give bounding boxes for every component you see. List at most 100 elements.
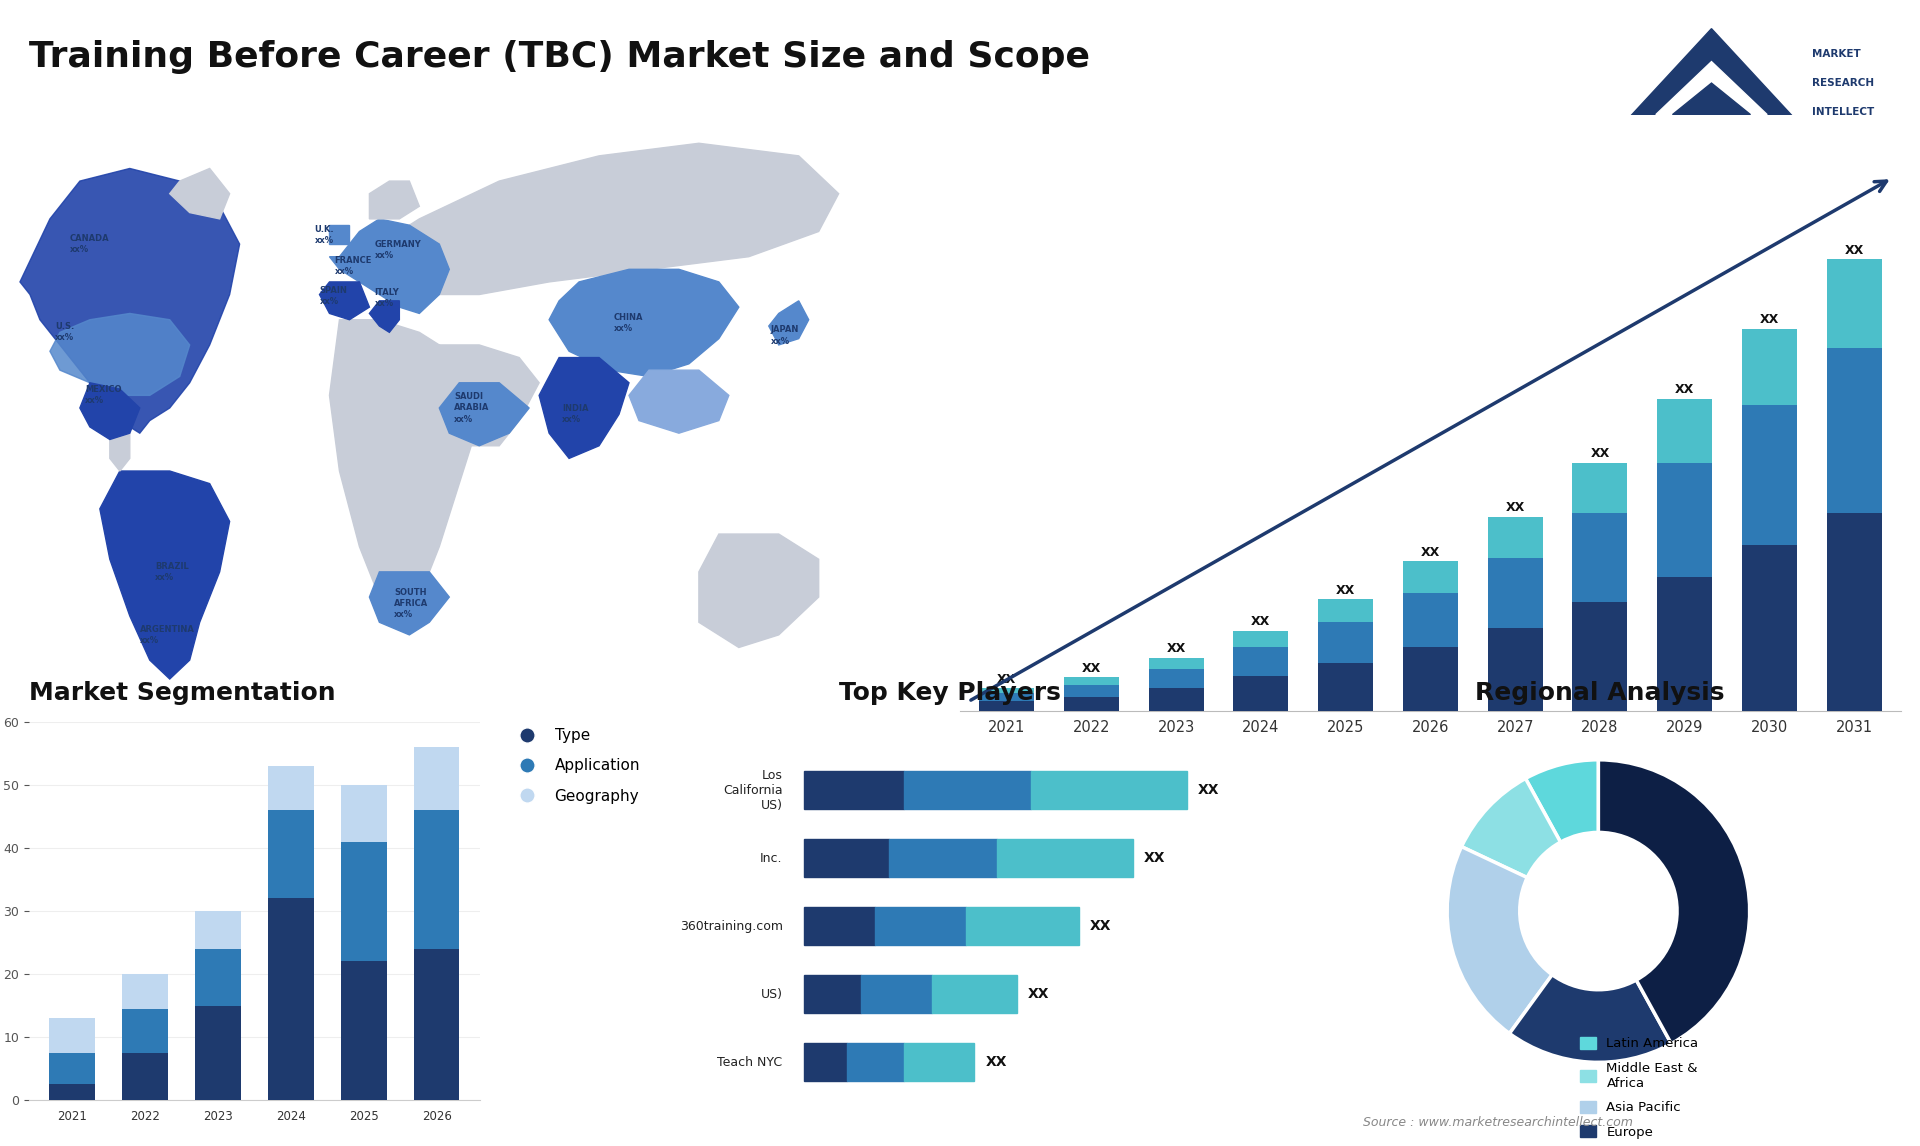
- Text: XX: XX: [1505, 501, 1524, 515]
- Polygon shape: [630, 370, 730, 433]
- Text: US): US): [760, 988, 783, 1000]
- Polygon shape: [699, 534, 818, 647]
- Polygon shape: [369, 572, 449, 635]
- Text: JAPAN
xx%: JAPAN xx%: [770, 325, 799, 346]
- Bar: [1233, 675, 1288, 711]
- Bar: [1064, 685, 1119, 697]
- Bar: [996, 839, 1133, 877]
- Text: XX: XX: [1081, 662, 1100, 675]
- Polygon shape: [109, 433, 131, 471]
- Text: INTELLECT: INTELLECT: [1812, 107, 1874, 117]
- Text: RESEARCH: RESEARCH: [1812, 78, 1874, 88]
- Wedge shape: [1509, 975, 1670, 1062]
- Text: XX: XX: [1198, 783, 1219, 798]
- Bar: [1319, 621, 1373, 662]
- Text: BRAZIL
xx%: BRAZIL xx%: [156, 562, 188, 582]
- Bar: [269, 898, 313, 1100]
- Bar: [1657, 463, 1713, 576]
- Polygon shape: [81, 383, 140, 439]
- Text: XX: XX: [1421, 545, 1440, 558]
- Text: Top Key Players: Top Key Players: [839, 681, 1062, 705]
- Text: INDIA
xx%: INDIA xx%: [563, 405, 589, 424]
- Text: ITALY
xx%: ITALY xx%: [374, 288, 399, 308]
- Bar: [979, 701, 1035, 711]
- Polygon shape: [1628, 29, 1795, 119]
- Text: U.K.
xx%: U.K. xx%: [315, 225, 334, 245]
- Text: XX: XX: [1252, 615, 1271, 628]
- Bar: [1741, 406, 1797, 545]
- Polygon shape: [169, 168, 230, 219]
- Text: XX: XX: [1091, 919, 1112, 933]
- Text: CANADA
xx%: CANADA xx%: [69, 234, 109, 254]
- Bar: [1488, 517, 1542, 558]
- Text: MEXICO
xx%: MEXICO xx%: [84, 385, 121, 406]
- Text: Regional Analysis: Regional Analysis: [1475, 681, 1724, 705]
- Bar: [1826, 259, 1882, 348]
- Text: Training Before Career (TBC) Market Size and Scope: Training Before Career (TBC) Market Size…: [29, 40, 1091, 74]
- Bar: [415, 810, 459, 949]
- Bar: [876, 908, 966, 945]
- Bar: [1657, 576, 1713, 711]
- Legend: Type, Application, Geography: Type, Application, Geography: [505, 722, 647, 810]
- Bar: [889, 839, 996, 877]
- Bar: [1404, 592, 1457, 647]
- Polygon shape: [369, 181, 419, 219]
- Bar: [804, 975, 860, 1013]
- Polygon shape: [330, 219, 449, 314]
- Text: XX: XX: [985, 1055, 1006, 1069]
- Text: XX: XX: [1674, 384, 1693, 397]
- Bar: [847, 1043, 904, 1082]
- Wedge shape: [1599, 760, 1749, 1044]
- Bar: [1148, 658, 1204, 669]
- Bar: [904, 1043, 973, 1082]
- Text: CHINA
xx%: CHINA xx%: [614, 313, 643, 333]
- Wedge shape: [1526, 760, 1599, 842]
- Bar: [196, 911, 240, 949]
- Polygon shape: [549, 269, 739, 376]
- Polygon shape: [319, 282, 369, 320]
- Text: Inc.: Inc.: [760, 851, 783, 864]
- Bar: [804, 771, 904, 809]
- Bar: [50, 1053, 94, 1084]
- Text: FRANCE
xx%: FRANCE xx%: [334, 256, 372, 276]
- Bar: [1319, 662, 1373, 711]
- Bar: [196, 949, 240, 1006]
- Text: Market Segmentation: Market Segmentation: [29, 681, 336, 705]
- Bar: [1826, 513, 1882, 711]
- Polygon shape: [19, 168, 240, 433]
- Text: Los
California
US): Los California US): [724, 769, 783, 811]
- Text: XX: XX: [1761, 314, 1780, 327]
- Text: Source : www.marketresearchintellect.com: Source : www.marketresearchintellect.com: [1363, 1116, 1632, 1129]
- Bar: [123, 1053, 167, 1100]
- Bar: [1741, 329, 1797, 406]
- Polygon shape: [369, 301, 399, 332]
- Bar: [979, 689, 1035, 693]
- Legend: Latin America, Middle East &
Africa, Asia Pacific, Europe, North America: Latin America, Middle East & Africa, Asi…: [1574, 1031, 1709, 1146]
- Bar: [342, 961, 386, 1100]
- Bar: [1741, 545, 1797, 711]
- Bar: [415, 747, 459, 810]
- Bar: [415, 949, 459, 1100]
- Bar: [804, 839, 889, 877]
- Bar: [342, 785, 386, 841]
- Text: U.S.
xx%: U.S. xx%: [56, 322, 75, 343]
- Text: XX: XX: [996, 673, 1016, 685]
- Polygon shape: [50, 314, 190, 395]
- Polygon shape: [330, 225, 349, 244]
- Text: XX: XX: [1144, 851, 1165, 865]
- Bar: [1233, 631, 1288, 647]
- Bar: [1488, 558, 1542, 628]
- Text: XX: XX: [1167, 642, 1187, 656]
- Text: Teach NYC: Teach NYC: [718, 1055, 783, 1069]
- Polygon shape: [330, 320, 480, 622]
- Bar: [1148, 669, 1204, 689]
- Bar: [1572, 603, 1628, 711]
- Bar: [1031, 771, 1187, 809]
- Bar: [860, 975, 931, 1013]
- Bar: [50, 1084, 94, 1100]
- Text: XX: XX: [1845, 243, 1864, 257]
- Bar: [931, 975, 1018, 1013]
- Bar: [1572, 513, 1628, 603]
- Text: SPAIN
xx%: SPAIN xx%: [319, 285, 348, 306]
- Bar: [1404, 647, 1457, 711]
